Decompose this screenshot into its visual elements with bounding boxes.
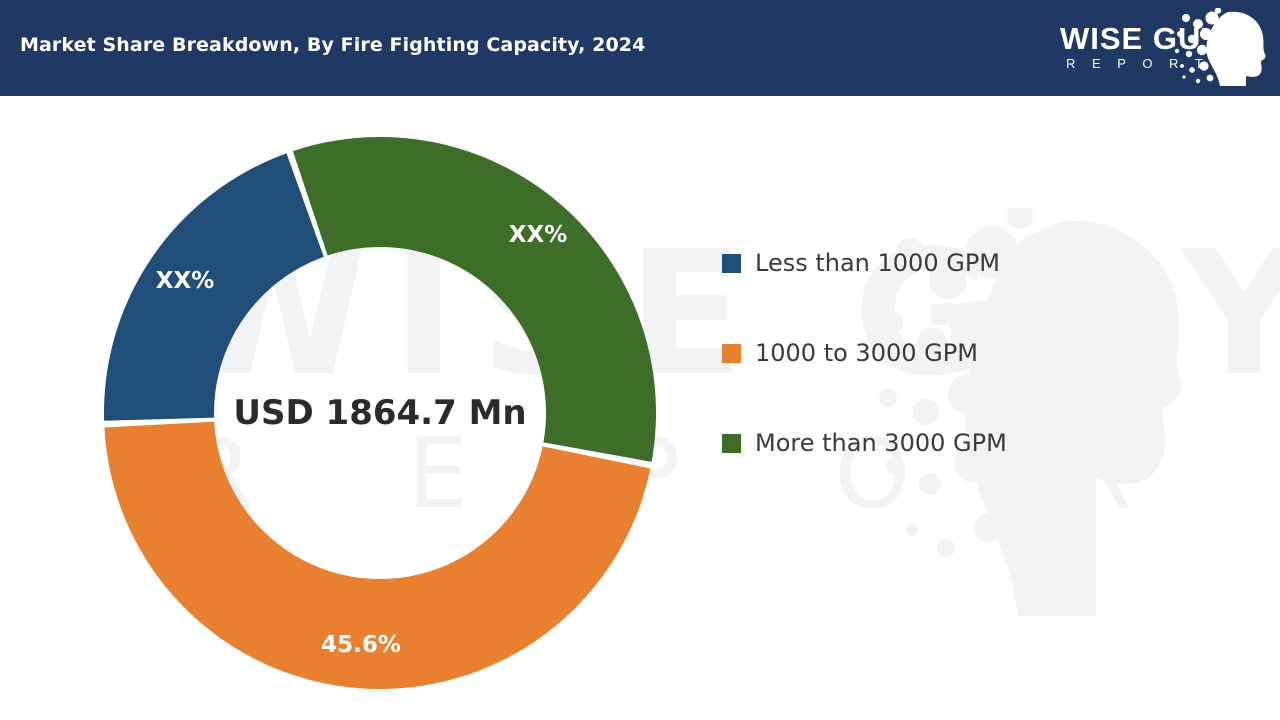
donut-slice-group [103, 137, 657, 690]
logo-wordmark-secondary: R E P O R T S [1066, 56, 1235, 71]
donut-chart: XX% 45.6% XX% USD 1864.7 Mn [103, 137, 657, 690]
legend-swatch-icon [722, 433, 741, 453]
donut-slice[interactable] [292, 137, 657, 462]
donut-slice-label: XX% [509, 222, 568, 248]
page-title: Market Share Breakdown, By Fire Fighting… [20, 34, 646, 56]
donut-slice-label-group: XX% 45.6% XX% [156, 222, 568, 658]
chart-area: WISE GUY R E P O R T S [0, 96, 1280, 720]
chart-legend: Less than 1000 GPM 1000 to 3000 GPM More… [722, 248, 1142, 518]
donut-slice-label: 45.6% [321, 632, 401, 658]
legend-item-label: Less than 1000 GPM [755, 249, 1001, 277]
legend-item-more-than-3000-gpm[interactable]: More than 3000 GPM [722, 428, 1142, 458]
brand-logo: WISE GUY R E P O R T S [1058, 8, 1274, 88]
dotted-head-silhouette-icon [1167, 8, 1266, 86]
donut-slice-label: XX% [156, 268, 215, 294]
legend-item-less-than-1000-gpm[interactable]: Less than 1000 GPM [722, 248, 1142, 278]
legend-item-1000-to-3000-gpm[interactable]: 1000 to 3000 GPM [722, 338, 1142, 368]
donut-center-value: USD 1864.7 Mn [233, 393, 526, 433]
legend-swatch-icon [722, 343, 741, 363]
legend-item-label: More than 3000 GPM [755, 429, 1007, 457]
donut-slice[interactable] [104, 421, 651, 690]
legend-swatch-icon [722, 253, 741, 273]
header-band: Market Share Breakdown, By Fire Fighting… [0, 0, 1280, 96]
legend-item-label: 1000 to 3000 GPM [755, 339, 978, 367]
donut-slice[interactable] [103, 153, 324, 421]
